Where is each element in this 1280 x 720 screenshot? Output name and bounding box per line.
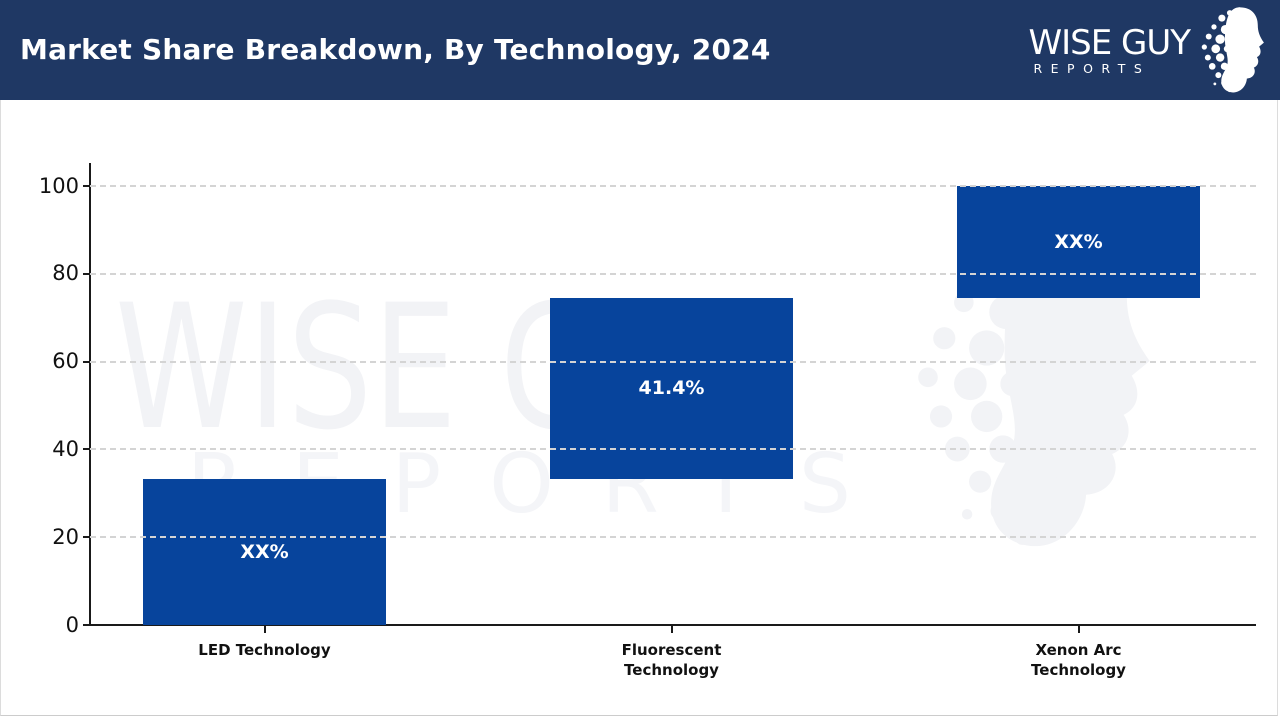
- ytick-label-60: 60: [52, 349, 79, 374]
- chart-title: Market Share Breakdown, By Technology, 2…: [20, 33, 771, 66]
- bar-value-label: 41.4%: [638, 377, 705, 400]
- ytick-label-80: 80: [52, 261, 79, 286]
- ytick-mark-80: [83, 272, 90, 275]
- category-label-2: Fluorescent Technology: [621, 641, 722, 679]
- ytick-label-100: 100: [38, 173, 79, 198]
- y-axis-line: [89, 163, 91, 626]
- bar-value-label: XX%: [240, 541, 289, 564]
- category-label-1: LED Technology: [198, 641, 331, 659]
- ytick-mark-100: [83, 185, 90, 187]
- logo-text: WISE GUY REPORTS: [1028, 23, 1191, 77]
- xtick-mark-3: [1077, 626, 1080, 633]
- ytick-mark-40: [83, 448, 90, 451]
- logo-wordmark: WISE GUY: [1028, 23, 1191, 64]
- bar-3: XX%: [956, 186, 1201, 298]
- bar-value-label: XX%: [1054, 230, 1103, 253]
- bar-2: 41.4%: [549, 297, 794, 480]
- x-axis-line: [88, 624, 1256, 626]
- category-label-3: Xenon Arc Technology: [1031, 641, 1126, 679]
- gridline-40: [90, 448, 1256, 451]
- ytick-label-40: 40: [52, 436, 79, 461]
- logo-face-icon: [1201, 7, 1264, 93]
- gridline-100: [90, 185, 1256, 187]
- ytick-label-0: 0: [65, 612, 79, 637]
- header: Market Share Breakdown, By Technology, 2…: [0, 0, 1280, 100]
- chart-card: WISE GUY REPORTS XX% 41.4% XX% 0 20 40 60 80 100…: [0, 100, 1278, 716]
- ytick-mark-20: [83, 536, 90, 539]
- plot-area: XX% 41.4% XX% 0 20 40 60 80 100 LED Technology Flu…: [1, 100, 1279, 716]
- bar-1: XX%: [142, 479, 387, 625]
- xtick-mark-1: [263, 626, 266, 633]
- xtick-mark-2: [670, 626, 673, 633]
- ytick-mark-0: [83, 624, 90, 626]
- ytick-label-20: 20: [52, 524, 79, 549]
- logo-subtext: REPORTS: [1033, 61, 1151, 77]
- ytick-mark-60: [83, 360, 90, 363]
- gridline-80: [90, 272, 1256, 275]
- gridline-60: [90, 360, 1256, 363]
- wiseguy-logo: WISE GUY REPORTS: [1028, 4, 1272, 98]
- gridline-20: [90, 536, 1256, 539]
